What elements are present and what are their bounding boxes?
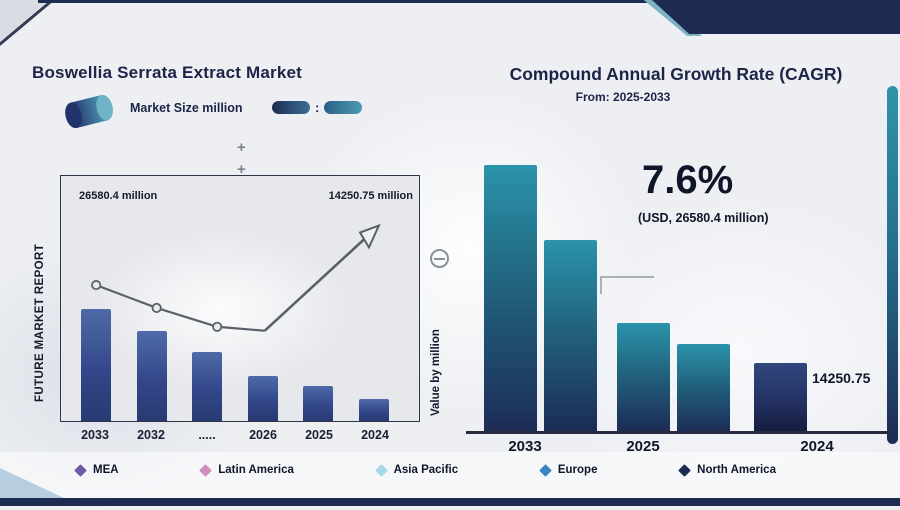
legend-item-north-america: North America <box>678 463 776 477</box>
legend-label-mea: MEA <box>93 464 119 476</box>
step-line-decoration <box>600 276 654 294</box>
cagr-bar-2033-2 <box>544 240 597 432</box>
market-bar-2025 <box>303 386 334 421</box>
right-y-axis-label: Value by million <box>430 329 442 416</box>
market-bars <box>81 201 389 421</box>
legend-item-mea: MEA <box>74 463 119 477</box>
legend-diamond-europe <box>538 463 552 477</box>
plus-decoration: + <box>237 139 246 156</box>
right-x-label-2033: 2033 <box>508 438 542 455</box>
trend-line-overlay <box>91 223 381 332</box>
cagr-baseline <box>466 431 888 434</box>
right-x-label-2024: 2024 <box>800 438 834 455</box>
capsule-right <box>324 101 363 114</box>
cagr-note: (USD, 26580.4 million) <box>638 211 769 225</box>
region-legend: MEA Latin America Asia Pacific Europe North … <box>74 463 776 477</box>
cagr-bar-2033-1 <box>484 165 537 432</box>
legend-label-europe: Europe <box>557 464 598 476</box>
bottom-navy-strip <box>0 498 900 506</box>
left-y-axis-label: FUTURE MARKET REPORT <box>34 243 46 403</box>
end-value-label: 14250.75 million <box>328 190 413 202</box>
left-x-label-1: 2032 <box>137 428 165 442</box>
end-value-callout: 14250.75 <box>812 370 871 386</box>
capsule-colon: : <box>315 100 320 115</box>
legend-item-latin-america: Latin America <box>199 463 294 477</box>
left-x-label-0: 2033 <box>81 428 109 442</box>
legend-diamond-north-america <box>678 463 692 477</box>
right-x-label-2025: 2025 <box>626 438 660 455</box>
market-bar-chart: 26580.4 million 14250.75 million <box>60 175 420 422</box>
capsule-left <box>272 101 310 114</box>
legend-item-asia-pacific: Asia Pacific <box>374 463 459 477</box>
legend-diamond-mea <box>74 463 87 477</box>
legend-diamond-latin-america <box>199 463 213 477</box>
cagr-bar-2024-1 <box>754 363 807 432</box>
market-size-legend-label: Market Size million <box>130 101 243 115</box>
top-border-line <box>38 0 900 3</box>
cagr-title: Compound Annual Growth Rate (CAGR) <box>509 63 843 84</box>
top-right-navy-shape <box>652 0 900 34</box>
capsule-decoration: : <box>272 100 363 115</box>
market-title: Boswellia Serrata Extract Market <box>32 63 303 83</box>
plus-decoration: + <box>237 161 246 178</box>
start-value-label: 26580.4 million <box>79 190 158 202</box>
market-bar-2032 <box>136 331 167 421</box>
legend-item-europe: Europe <box>538 463 598 477</box>
left-x-axis-labels: 2033 2032..... 2026 2025 2024 <box>60 428 420 442</box>
cylinder-icon <box>62 90 120 132</box>
legend-label-latin-america: Latin America <box>218 464 294 476</box>
cagr-bar-2025-2 <box>677 344 730 432</box>
legend-label-asia-pacific: Asia Pacific <box>393 464 459 476</box>
cagr-bar-group-2033 <box>484 165 597 432</box>
cagr-bars <box>470 160 882 432</box>
cagr-value: 7.6% <box>642 158 734 202</box>
left-x-label-5: 2024 <box>361 428 389 442</box>
cagr-bar-chart <box>466 160 888 434</box>
market-bar-2026 <box>247 376 278 421</box>
left-x-label-2: ..... <box>198 428 216 442</box>
legend-label-north-america: North America <box>697 464 776 476</box>
market-bar-2024 <box>358 399 389 421</box>
legend-diamond-asia-pacific <box>374 463 388 477</box>
bottom-light-band <box>0 452 900 498</box>
market-bar-2033 <box>81 309 111 421</box>
market-bar-..... <box>192 352 223 421</box>
circle-minus-icon <box>430 249 449 268</box>
left-x-label-4: 2025 <box>305 428 333 442</box>
cagr-subtitle: From: 2025-2033 <box>575 90 671 104</box>
cagr-bar-2025-1 <box>617 323 670 432</box>
left-x-label-3: 2026 <box>249 428 277 442</box>
cagr-bar-group-2025 <box>617 323 730 432</box>
right-edge-gradient-strip <box>887 86 898 444</box>
cagr-bar-group-2024 <box>754 363 807 432</box>
